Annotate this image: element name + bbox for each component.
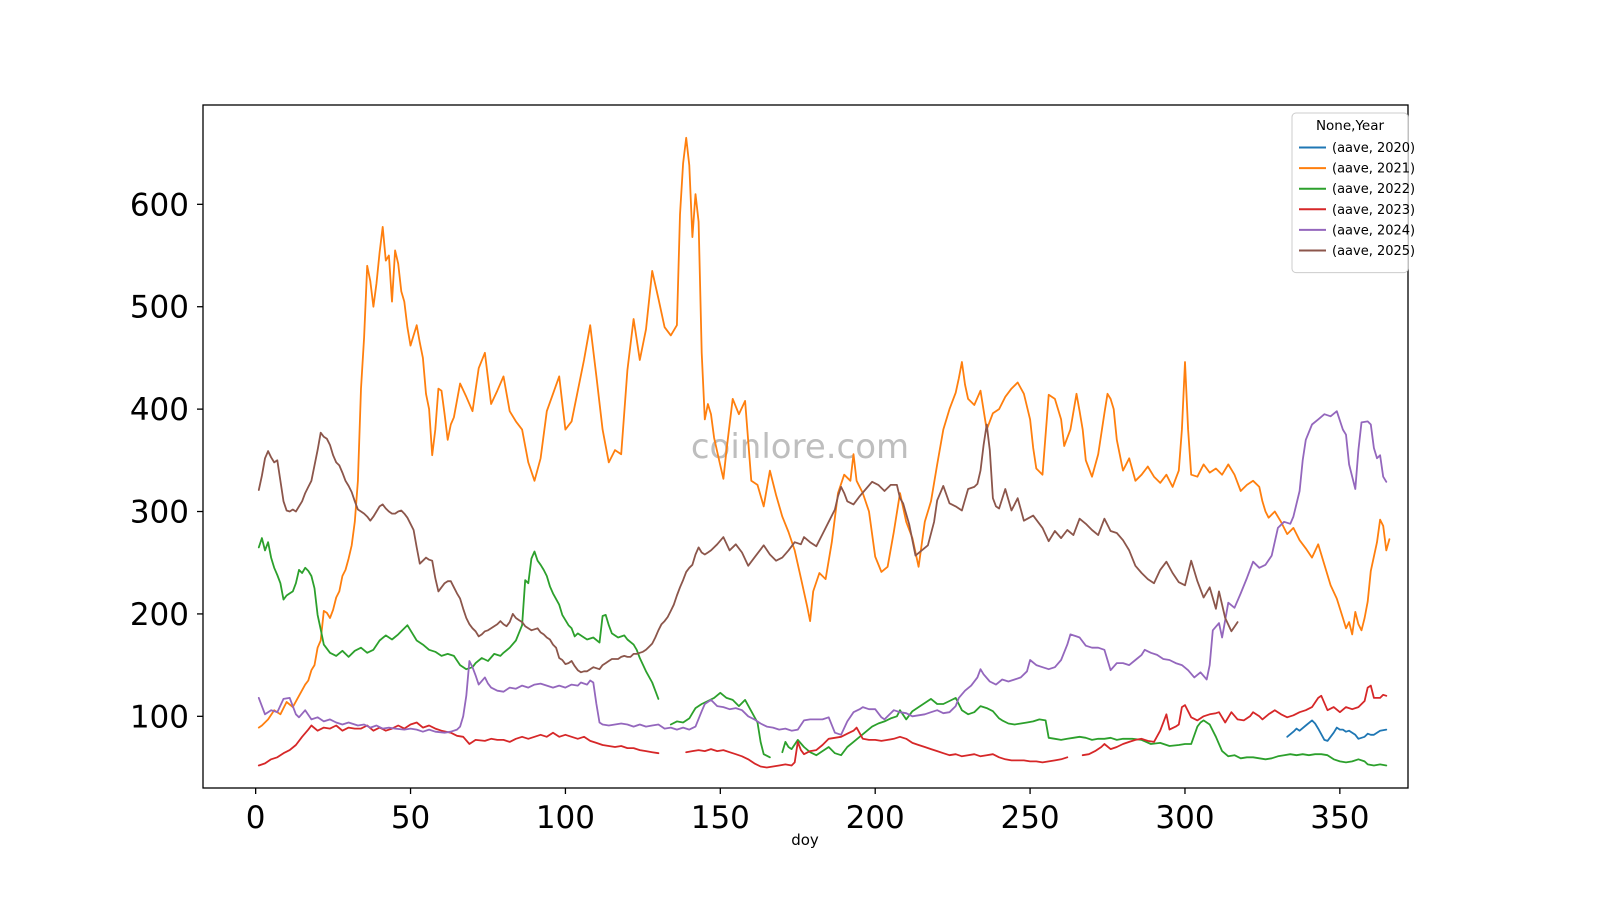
legend-label-2025: (aave, 2025) (1332, 244, 1415, 259)
y-tick-label: 600 (130, 187, 189, 223)
series-aave2025 (257, 423, 1239, 674)
series-aave2023 (257, 684, 1388, 769)
x-tick-label: 200 (846, 800, 905, 836)
series-aave2022 (257, 537, 1388, 767)
y-tick-label: 100 (130, 699, 189, 735)
legend-label-2024: (aave, 2024) (1332, 223, 1415, 238)
data-line (685, 726, 1069, 769)
data-line (1286, 719, 1388, 742)
legend: None,Year (aave, 2020) (aave, 2021) (aave, … (1291, 112, 1415, 274)
plot-border (202, 104, 1409, 789)
x-tick-label: 100 (536, 800, 595, 836)
y-tick-label: 200 (130, 597, 189, 633)
watermark: coinlore.com (691, 427, 909, 467)
series-lines (257, 136, 1391, 769)
axes: 0 50 100 150 200 250 300 350 100 200 300 400 500 600 (130, 104, 1409, 836)
data-line (257, 721, 660, 767)
x-tick-label: 150 (691, 800, 750, 836)
data-line (1081, 684, 1388, 757)
legend-title: None,Year (1316, 118, 1385, 134)
y-tick-label: 500 (130, 290, 189, 326)
series-aave2020 (1286, 719, 1388, 742)
legend-label-2021: (aave, 2021) (1332, 162, 1415, 177)
legend-box (1291, 112, 1409, 274)
y-tick-label: 300 (130, 495, 189, 531)
data-line (257, 423, 1239, 674)
legend-label-2023: (aave, 2023) (1332, 203, 1415, 218)
data-line (669, 691, 771, 759)
data-line (257, 537, 660, 700)
x-tick-label: 0 (246, 800, 266, 836)
y-tick-label: 400 (130, 392, 189, 428)
data-line (257, 410, 1388, 736)
series-aave2024 (257, 410, 1388, 736)
legend-label-2022: (aave, 2022) (1332, 182, 1415, 197)
legend-label-2020: (aave, 2020) (1332, 141, 1415, 156)
data-line (781, 697, 1388, 767)
x-tick-label: 300 (1155, 800, 1214, 836)
x-tick-label: 350 (1310, 800, 1369, 836)
x-tick-label: 50 (391, 800, 430, 836)
x-axis-label: doy (791, 831, 819, 849)
x-tick-label: 250 (1000, 800, 1059, 836)
series-aave2021 (257, 136, 1391, 729)
data-line (257, 136, 1391, 729)
